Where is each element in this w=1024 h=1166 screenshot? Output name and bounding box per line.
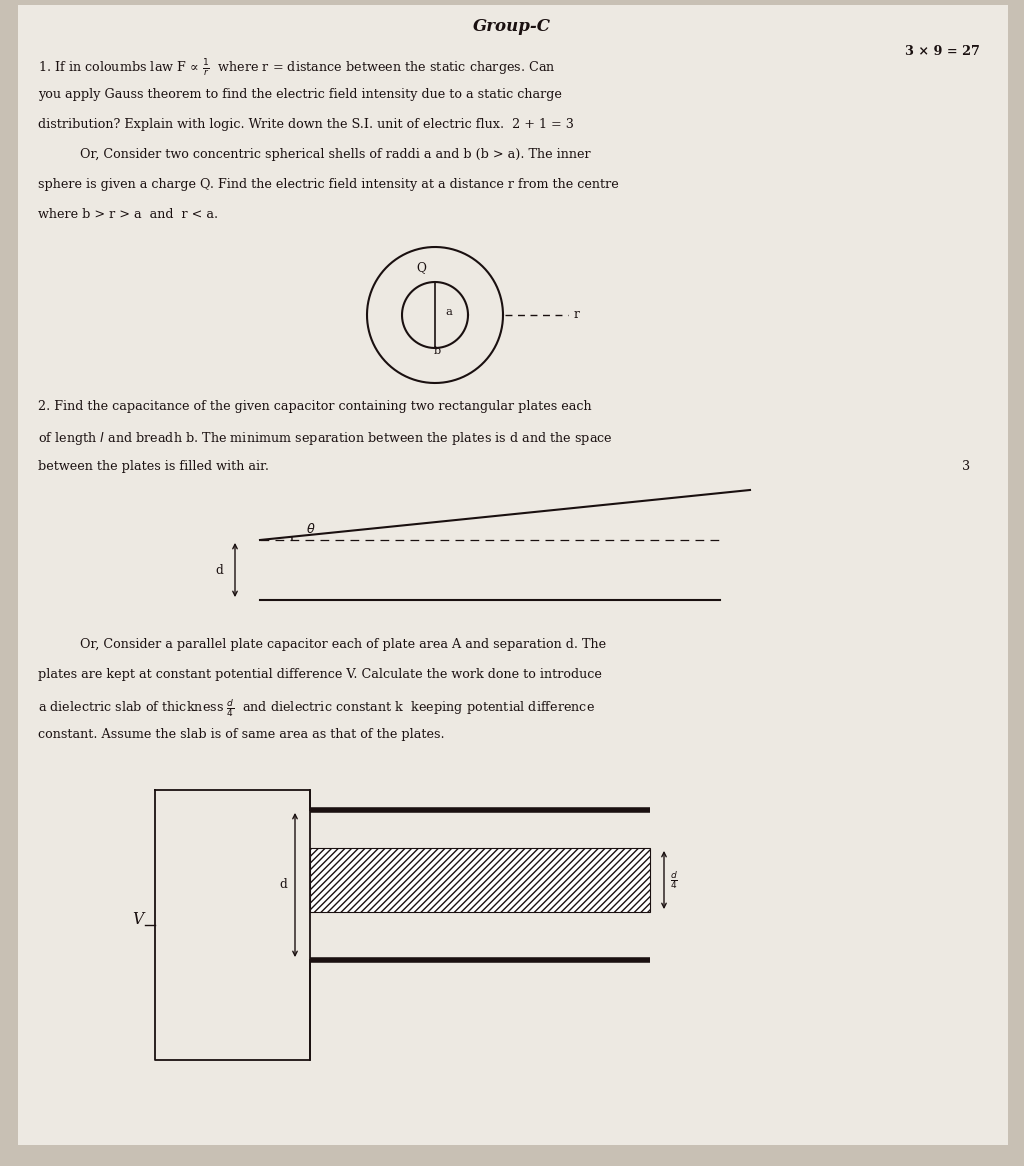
Text: of length $l$ and breadh b. The minimum separation between the plates is d and t: of length $l$ and breadh b. The minimum … [38,430,612,447]
Text: V: V [132,912,143,928]
Text: $\theta$: $\theta$ [306,522,315,536]
Text: b: b [433,346,440,356]
Text: d: d [215,563,223,576]
Text: Or, Consider a parallel plate capacitor each of plate area A and separation d. T: Or, Consider a parallel plate capacitor … [80,638,606,651]
Text: plates are kept at constant potential difference V. Calculate the work done to i: plates are kept at constant potential di… [38,668,602,681]
Text: constant. Assume the slab is of same area as that of the plates.: constant. Assume the slab is of same are… [38,728,444,742]
Text: 2. Find the capacitance of the given capacitor containing two rectangular plates: 2. Find the capacitance of the given cap… [38,400,592,413]
Bar [310,848,650,912]
Text: Or, Consider two concentric spherical shells of raddi a and b (b > a). The inner: Or, Consider two concentric spherical sh… [80,148,591,161]
Text: 3 × 9 = 27: 3 × 9 = 27 [905,45,980,58]
Text: $\frac{d}{4}$: $\frac{d}{4}$ [670,870,678,891]
Text: you apply Gauss theorem to find the electric field intensity due to a static cha: you apply Gauss theorem to find the elec… [38,87,562,101]
Text: sphere is given a charge Q. Find the electric field intensity at a distance r fr: sphere is given a charge Q. Find the ele… [38,178,618,191]
Text: d: d [280,878,287,892]
Text: r: r [574,309,580,322]
Text: Q: Q [416,261,426,274]
Text: 3: 3 [962,461,970,473]
Text: Group-C: Group-C [473,17,551,35]
Text: 1. If in coloumbs law F ∝ $\frac{1}{r}$  where r = distance between the static c: 1. If in coloumbs law F ∝ $\frac{1}{r}$ … [38,58,556,79]
Text: distribution? Explain with logic. Write down the S.I. unit of electric flux.  2 : distribution? Explain with logic. Write … [38,118,573,131]
Text: a: a [445,307,452,317]
Text: where b > r > a  and  r < a.: where b > r > a and r < a. [38,208,218,222]
Text: a dielectric slab of thickness $\frac{d}{4}$  and dielectric constant k  keeping: a dielectric slab of thickness $\frac{d}… [38,698,595,719]
Text: between the plates is filled with air.: between the plates is filled with air. [38,461,269,473]
